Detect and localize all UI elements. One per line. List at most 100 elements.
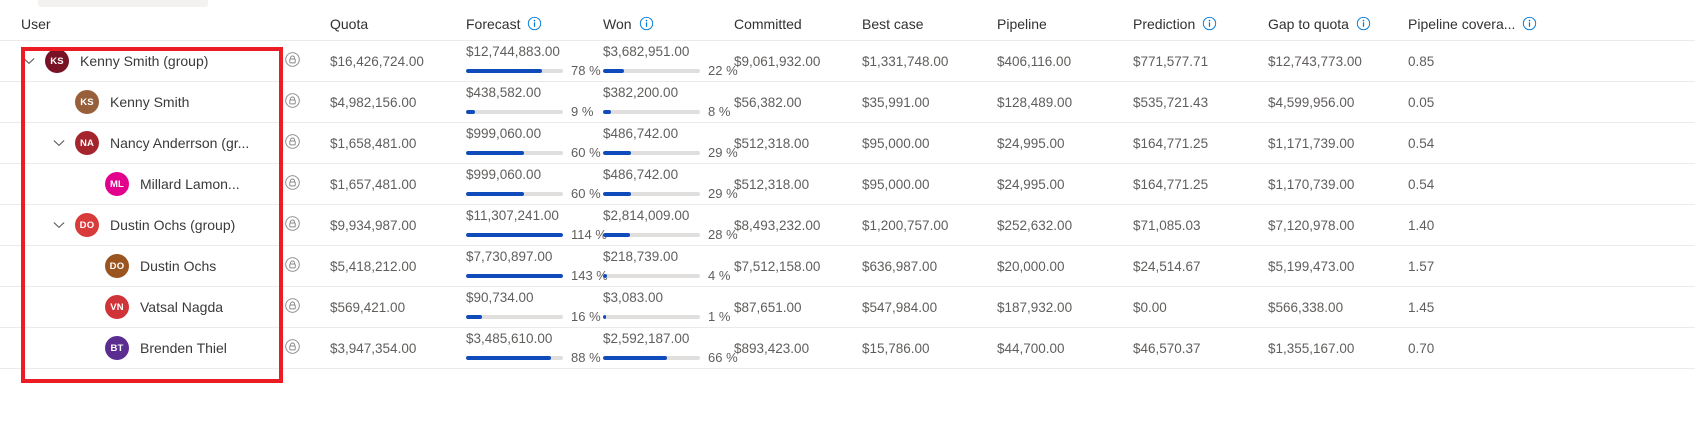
forecast-adjust-icon[interactable] (284, 215, 301, 232)
forecast-progress-fill (466, 232, 563, 237)
column-header-gap[interactable]: Gap to quota (1268, 7, 1408, 41)
forecast-percent-label: 60 % (571, 145, 601, 160)
won-progress-track (603, 150, 700, 155)
gap-to-quota-cell: $7,120,978.00 (1268, 204, 1408, 246)
forecast-value: $11,307,241.00 (466, 208, 559, 223)
won-percent-label: 4 % (708, 268, 731, 283)
won-progress-fill (603, 273, 607, 278)
won-cell: $3,083.00 1 % (603, 286, 734, 328)
pipeline-cell: $406,116.00 (997, 40, 1133, 82)
forecast-adjust-icon[interactable] (284, 256, 301, 273)
quota-cell: $4,982,156.00 (330, 81, 466, 123)
column-header-pipeline[interactable]: Pipeline (997, 7, 1133, 41)
forecast-adjust-cell[interactable] (284, 81, 330, 123)
won-value: $2,814,009.00 (603, 208, 690, 223)
chevron-down-icon[interactable] (51, 135, 67, 151)
forecast-progress-track (466, 150, 563, 155)
forecast-adjust-cell[interactable] (284, 204, 330, 246)
user-name: Millard Lamon... (140, 176, 240, 192)
table-row[interactable]: DO Dustin Ochs (group) $9,934,987.00 $11,30… (0, 204, 1695, 246)
user-cell[interactable]: ML Millard Lamon... (0, 163, 284, 205)
prediction-cell: $771,577.71 (1133, 40, 1268, 82)
column-header-prediction[interactable]: Prediction (1133, 7, 1268, 41)
user-cell[interactable]: BT Brenden Thiel (0, 327, 284, 369)
forecast-value: $90,734.00 (466, 290, 534, 305)
info-icon[interactable] (1522, 16, 1537, 31)
quota-cell: $569,421.00 (330, 286, 466, 328)
column-header-committed[interactable]: Committed (734, 7, 862, 41)
column-header-user[interactable]: User (0, 7, 284, 41)
forecast-adjust-cell[interactable] (284, 40, 330, 82)
chevron-down-icon[interactable] (21, 53, 37, 69)
best-case-cell: $636,987.00 (862, 245, 997, 287)
column-header-won[interactable]: Won (603, 7, 734, 41)
won-value: $3,083.00 (603, 290, 664, 305)
won-value: $382,200.00 (603, 85, 679, 100)
column-header-forecast[interactable]: Forecast (466, 7, 603, 41)
won-progress-fill (603, 232, 631, 237)
forecast-adjust-icon[interactable] (284, 133, 301, 150)
gap-to-quota-cell: $1,171,739.00 (1268, 122, 1408, 164)
won-cell: $486,742.00 29 % (603, 163, 738, 205)
won-percent-label: 28 % (708, 227, 738, 242)
committed-cell: $7,512,158.00 (734, 245, 862, 287)
forecast-adjust-cell[interactable] (284, 327, 330, 369)
table-row[interactable]: KS Kenny Smith (group) $16,426,724.00 $12,7… (0, 40, 1695, 82)
forecast-progress-track (466, 314, 563, 319)
quota-cell: $9,934,987.00 (330, 204, 466, 246)
column-header-bestcase[interactable]: Best case (862, 7, 997, 41)
user-cell[interactable]: VN Vatsal Nagda (0, 286, 284, 328)
best-case-cell: $35,991.00 (862, 81, 997, 123)
table-row[interactable]: DO Dustin Ochs $5,418,212.00 $7,730,897.00 1… (0, 245, 1695, 287)
forecast-adjust-cell[interactable] (284, 245, 330, 287)
user-cell[interactable]: KS Kenny Smith (0, 81, 284, 123)
info-icon[interactable] (1356, 16, 1371, 31)
forecast-cell: $7,730,897.00 143 % (466, 245, 608, 287)
forecast-cell: $999,060.00 60 % (466, 122, 603, 164)
column-header-coverage[interactable]: Pipeline covera... (1408, 7, 1695, 41)
user-cell[interactable]: DO Dustin Ochs (0, 245, 284, 287)
table-row[interactable]: KS Kenny Smith $4,982,156.00 $438,582.00 9 %… (0, 81, 1695, 123)
user-cell[interactable]: NA Nancy Anderrson (gr... (0, 122, 284, 164)
forecast-progress-fill (466, 150, 525, 155)
column-header-quota[interactable]: Quota (330, 7, 466, 41)
pipeline-cell: $24,995.00 (997, 163, 1133, 205)
committed-cell: $512,318.00 (734, 122, 862, 164)
won-progress-fill (603, 355, 668, 360)
won-progress-fill (603, 150, 632, 155)
info-icon[interactable] (1202, 16, 1217, 31)
user-name: Dustin Ochs (140, 258, 217, 274)
forecast-adjust-icon[interactable] (284, 338, 301, 355)
forecast-adjust-cell[interactable] (284, 122, 330, 164)
pipeline-cell: $20,000.00 (997, 245, 1133, 287)
pipeline-coverage-cell: 0.54 (1408, 122, 1695, 164)
prediction-cell: $71,085.03 (1133, 204, 1268, 246)
won-progress-track (603, 109, 700, 114)
column-header-label: Gap to quota (1268, 15, 1349, 32)
table-row[interactable]: NA Nancy Anderrson (gr... $1,658,481.00 $99… (0, 122, 1695, 164)
won-value: $2,592,187.00 (603, 331, 690, 346)
chevron-down-icon[interactable] (51, 217, 67, 233)
grid-body: KS Kenny Smith (group) $16,426,724.00 $12,7… (0, 40, 1695, 369)
info-icon[interactable] (527, 16, 542, 31)
table-row[interactable]: ML Millard Lamon... $1,657,481.00 $999,060.… (0, 163, 1695, 205)
committed-cell: $87,651.00 (734, 286, 862, 328)
forecast-adjust-cell[interactable] (284, 286, 330, 328)
column-header-label: Pipeline (997, 15, 1047, 32)
forecast-percent-label: 143 % (571, 268, 608, 283)
forecast-adjust-icon[interactable] (284, 174, 301, 191)
table-row[interactable]: VN Vatsal Nagda $569,421.00 $90,734.00 16 % $… (0, 286, 1695, 328)
forecast-progress-track (466, 273, 563, 278)
forecast-adjust-icon[interactable] (284, 51, 301, 68)
forecast-adjust-icon[interactable] (284, 92, 301, 109)
user-cell[interactable]: DO Dustin Ochs (group) (0, 204, 284, 246)
forecast-adjust-icon[interactable] (284, 297, 301, 314)
column-header-lock[interactable] (284, 7, 330, 41)
forecast-progress-track (466, 232, 563, 237)
forecast-adjust-cell[interactable] (284, 163, 330, 205)
user-cell[interactable]: KS Kenny Smith (group) (0, 40, 284, 82)
forecast-cell: $3,485,610.00 88 % (466, 327, 603, 369)
info-icon[interactable] (639, 16, 654, 31)
table-row[interactable]: BT Brenden Thiel $3,947,354.00 $3,485,610.0… (0, 327, 1695, 369)
won-progress-track (603, 232, 700, 237)
